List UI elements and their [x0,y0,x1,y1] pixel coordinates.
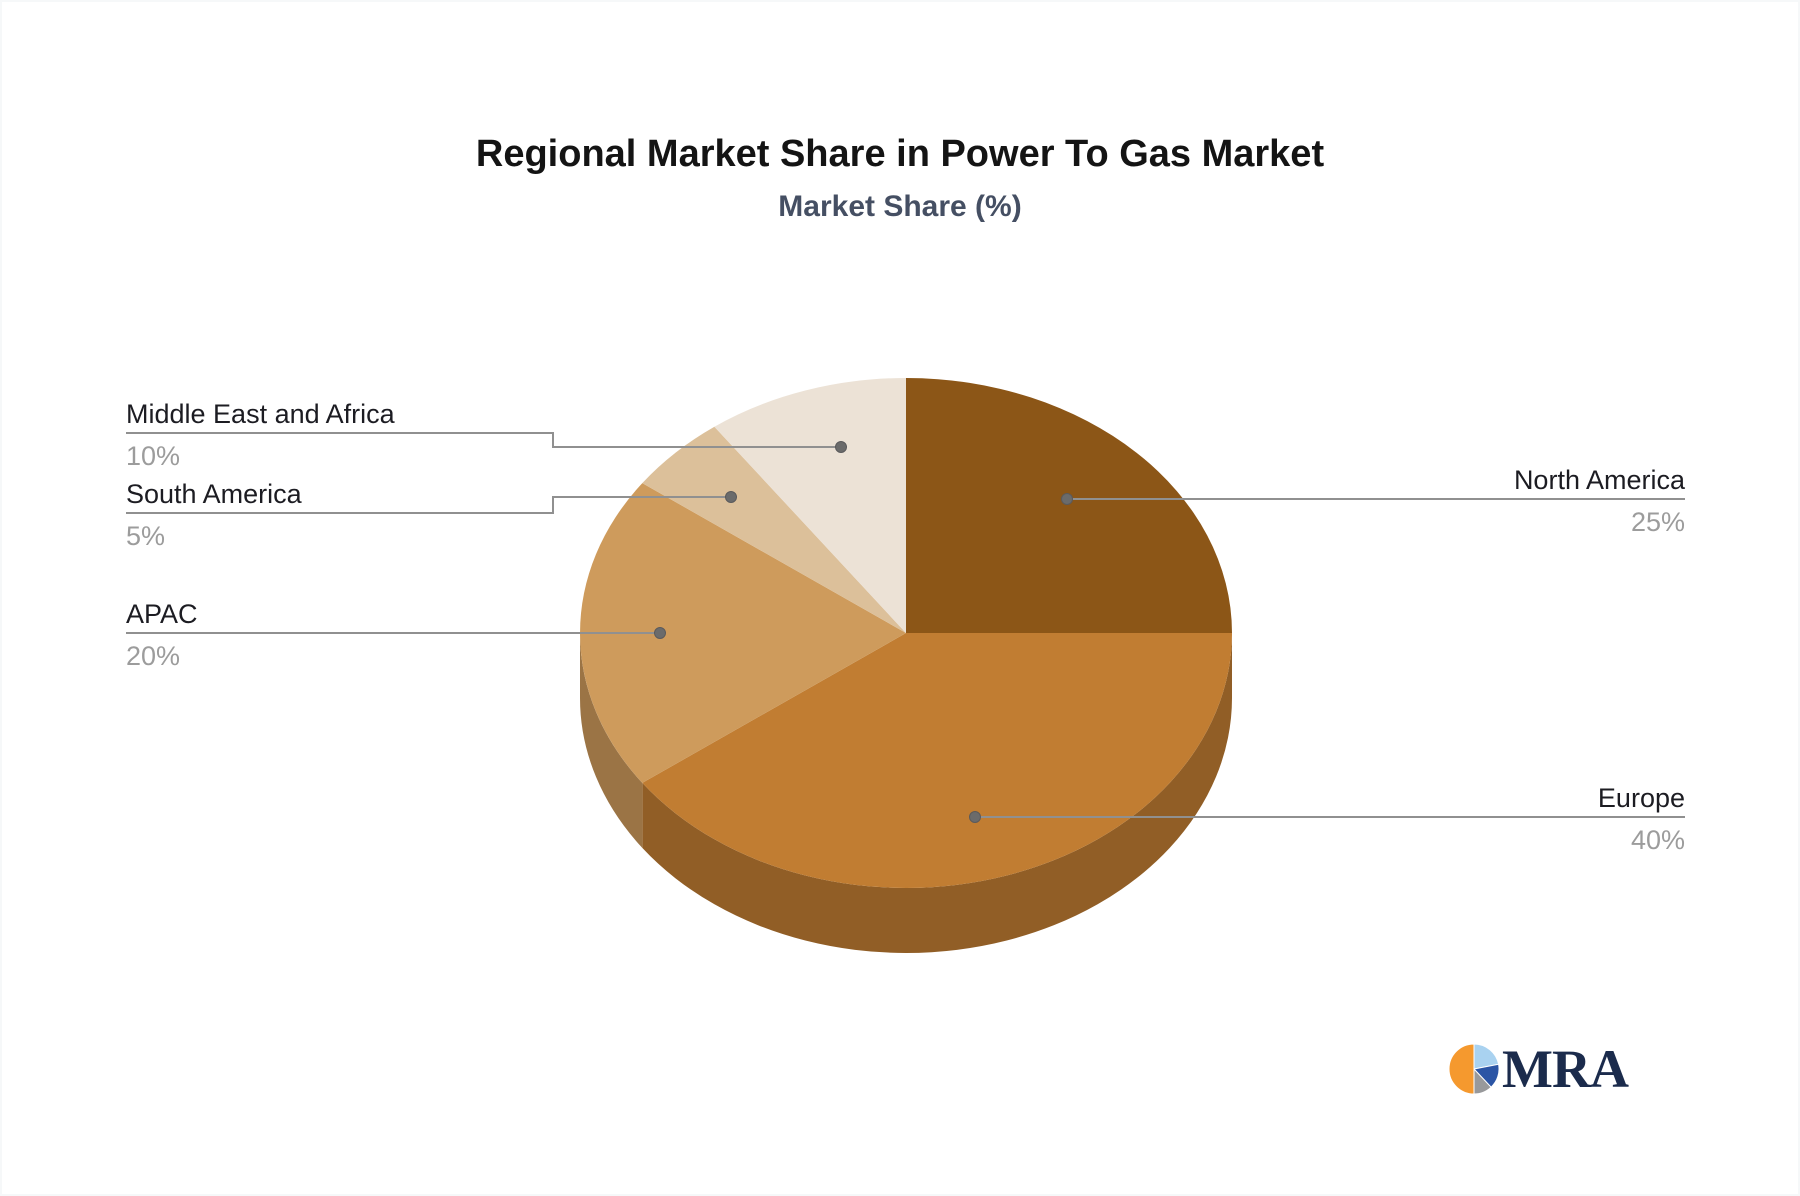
mra-logo-text: MRA [1502,1039,1629,1099]
slice-name: Europe [1597,783,1685,813]
leader-dot [654,627,666,639]
label-north-america: North America 25% [1514,465,1685,537]
pie-slice-side [580,633,643,848]
leader-lines [126,432,1685,823]
pie-slice [906,378,1232,633]
slice-percent: 20% [126,641,181,671]
leader-dot [969,811,981,823]
pie-slices [580,378,1232,888]
leader-dot [835,441,847,453]
slice-name: North America [1513,465,1685,495]
leader-line [126,496,731,514]
slice-name: APAC [126,599,198,629]
mra-logo: MRA [1448,1039,1629,1099]
logo-pie-slice [1473,1043,1500,1070]
label-apac: APAC 20% [126,599,198,671]
pie-slice [642,426,906,633]
slice-name: Middle East and Africa [126,399,395,429]
pie-3d-sides [580,633,1232,953]
label-south-america: South America 5% [126,479,302,551]
leader-line [126,432,841,448]
leader-dot [1061,493,1073,505]
pie-slice-side [642,633,1232,953]
slice-percent: 5% [126,521,166,551]
slice-percent: 25% [1630,507,1685,537]
pie-slice [714,378,906,633]
chart-title: Regional Market Share in Power To Gas Ma… [475,133,1325,175]
pie-chart-icon [1448,1043,1500,1095]
slice-percent: 40% [1630,825,1685,855]
pie-slice [580,483,906,783]
pie-slice [642,633,1232,888]
slice-name: South America [126,479,302,509]
label-europe: Europe 40% [1598,783,1685,855]
chart-subtitle: Market Share (%) [778,190,1022,223]
logo-pie-slice [1448,1043,1475,1095]
label-middle-east-and-africa: Middle East and Africa 10% [126,399,395,471]
slice-percent: 10% [126,441,181,471]
leader-dot [725,491,737,503]
